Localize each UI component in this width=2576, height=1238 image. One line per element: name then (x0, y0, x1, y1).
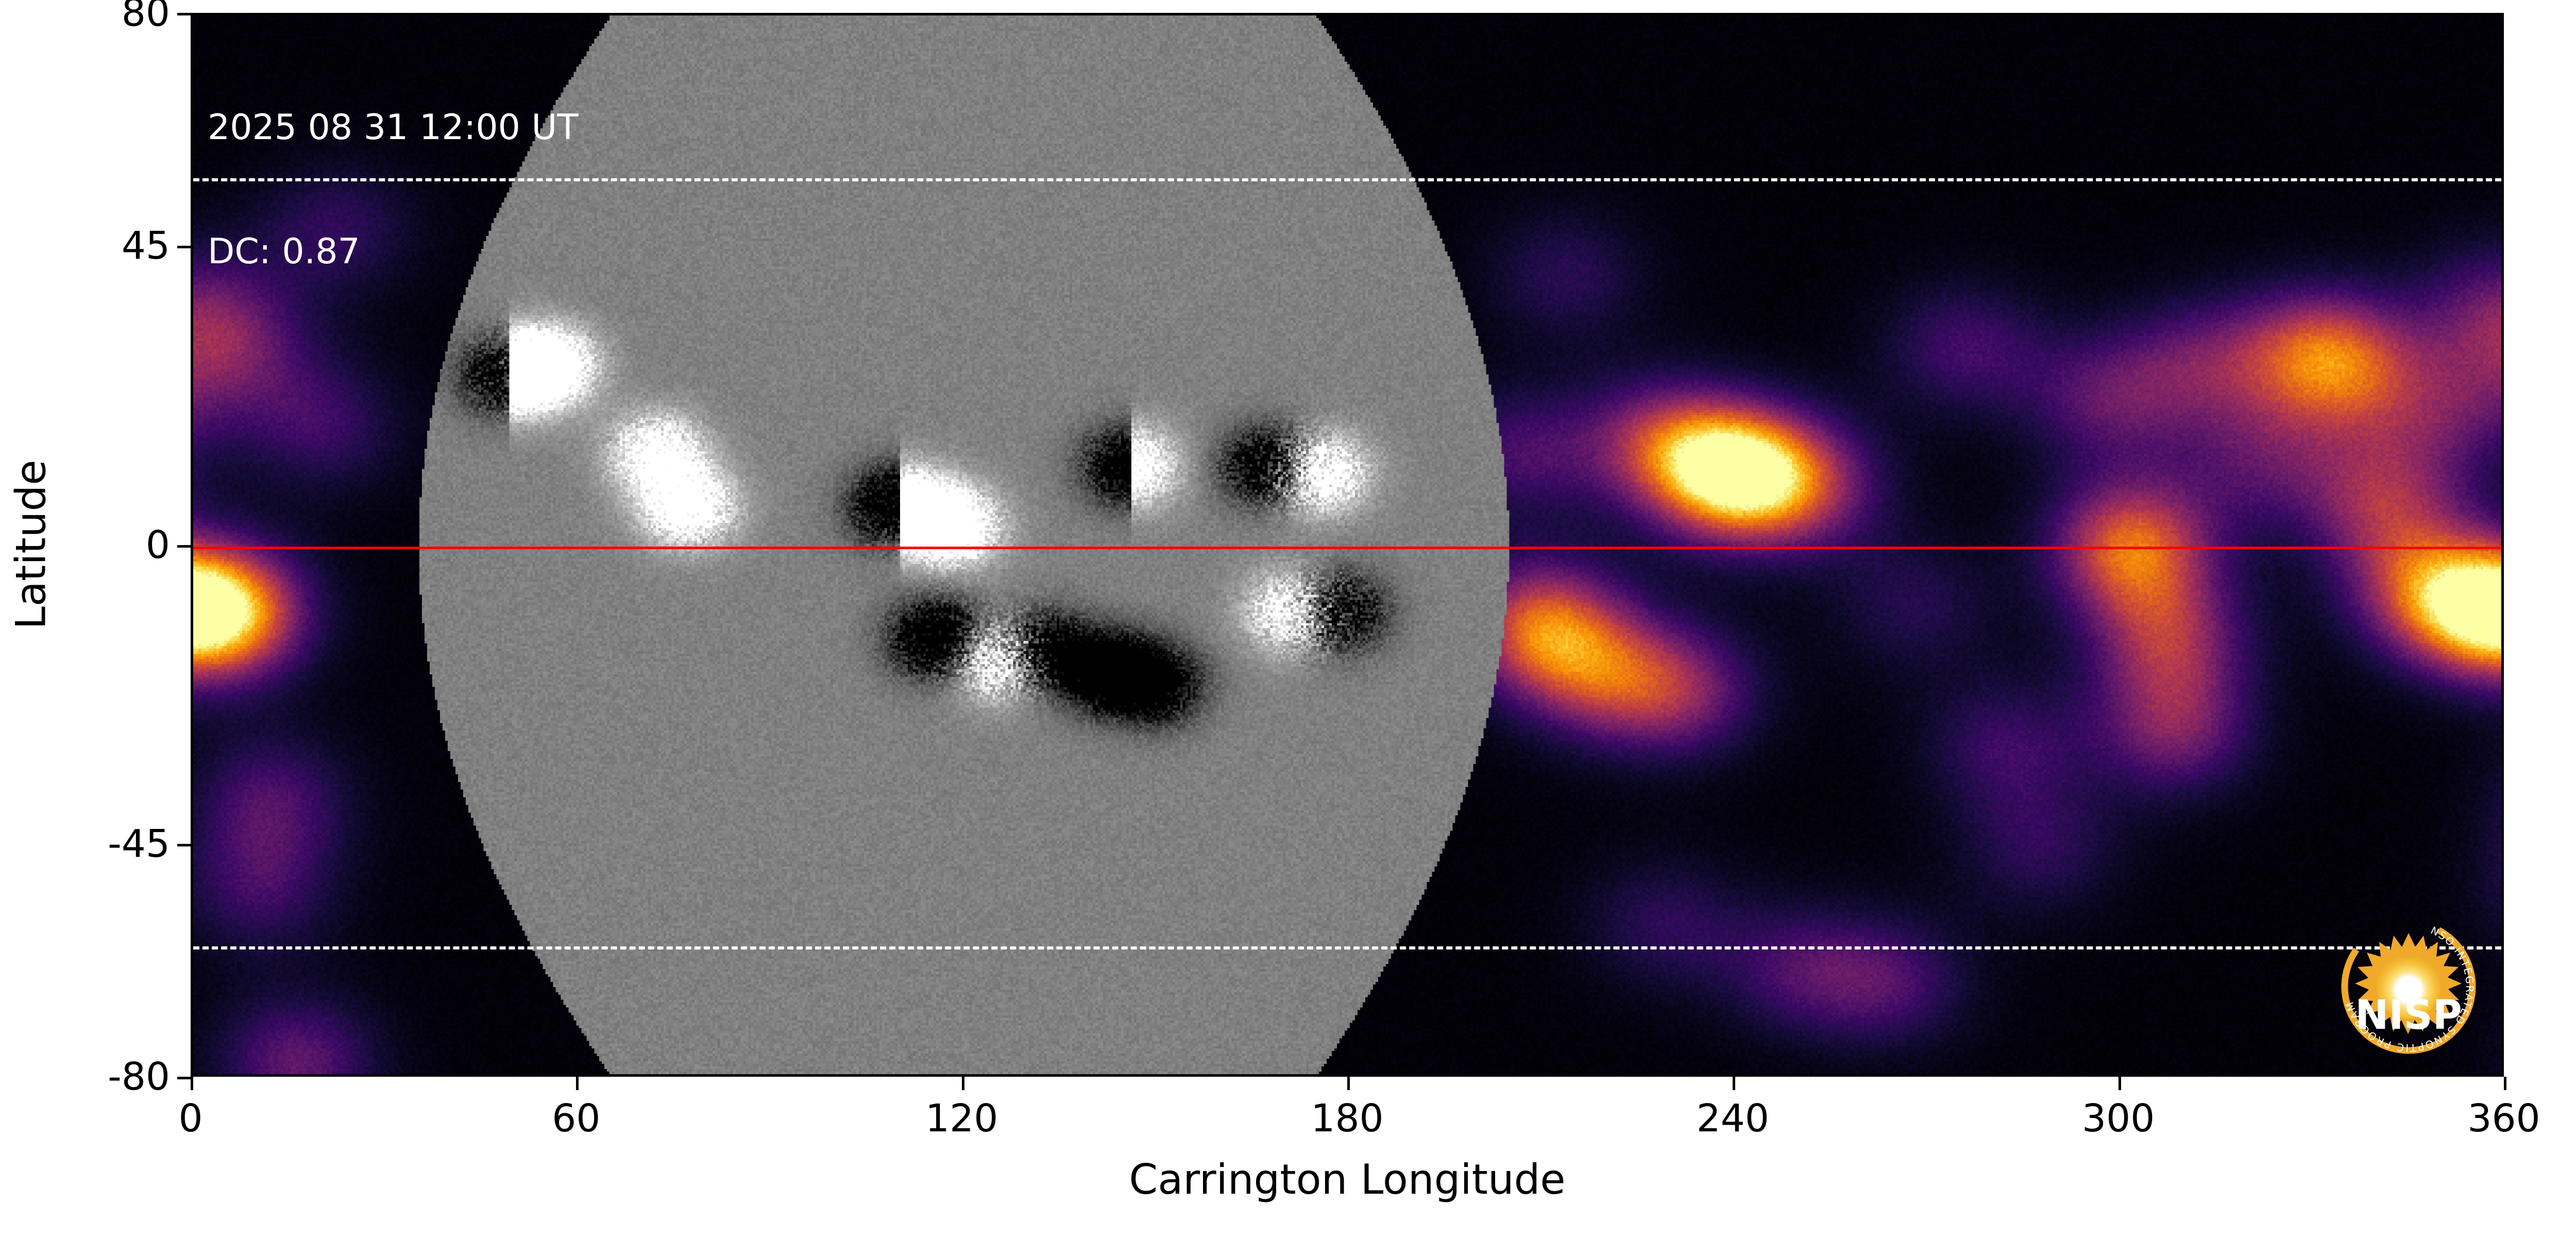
guide-line-north (193, 178, 2501, 182)
annotation-timestamp: 2025 08 31 12:00 UT (208, 107, 579, 148)
x-tick-label: 0 (178, 1096, 203, 1141)
x-tick-label: 180 (1311, 1096, 1384, 1141)
y-tick (177, 1077, 191, 1079)
y-tick (177, 13, 191, 15)
y-tick-label: 45 (121, 223, 170, 268)
x-tick-label: 300 (2082, 1096, 2155, 1141)
nisp-logo: NSO INTEGRATED SYNOPTIC PROGRAM NISP (2341, 919, 2476, 1054)
synoptic-map-axes[interactable]: 2025 08 31 12:00 UT DC: 0.87 NSO INTEGRA… (191, 13, 2504, 1077)
x-tick-label: 120 (925, 1096, 998, 1141)
x-tick-label: 240 (1696, 1096, 1769, 1141)
synoptic-map-image (193, 15, 2501, 1074)
x-tick (961, 1077, 964, 1090)
y-tick-label: 0 (145, 522, 170, 567)
equator-line (193, 546, 2501, 549)
y-axis-label: Latitude (7, 460, 55, 630)
x-tick (191, 1077, 193, 1090)
guide-line-south (193, 946, 2501, 949)
y-tick (177, 545, 191, 548)
annotation-duty-cycle: DC: 0.87 (208, 231, 360, 273)
y-tick-label: 80 (121, 0, 170, 35)
x-tick-label: 60 (552, 1096, 601, 1141)
x-tick (1733, 1077, 1736, 1090)
y-tick (177, 844, 191, 847)
y-tick-label: -45 (108, 822, 170, 867)
x-axis-label: Carrington Longitude (1129, 1156, 1566, 1203)
x-tick (2504, 1077, 2506, 1090)
y-tick-label: -80 (108, 1055, 170, 1099)
y-tick (177, 245, 191, 248)
x-tick (576, 1077, 579, 1090)
x-tick-label: 360 (2467, 1096, 2540, 1141)
x-tick (2118, 1077, 2121, 1090)
annotation-block: 2025 08 31 12:00 UT DC: 0.87 (208, 25, 579, 355)
logo-sun-disk (2377, 955, 2441, 1019)
logo-wordmark: NISP (2355, 992, 2462, 1039)
x-tick (1347, 1077, 1350, 1090)
